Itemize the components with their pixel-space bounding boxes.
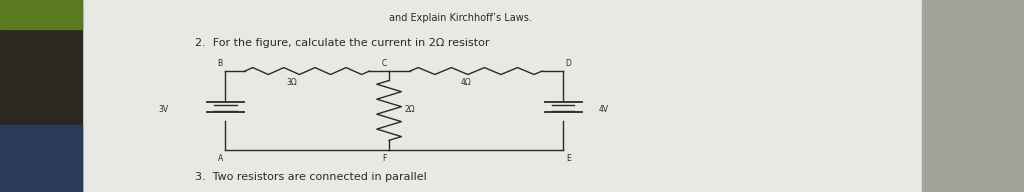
- Bar: [0, 0, 82, 29]
- Text: and Explain Kirchhoff’s Laws.: and Explain Kirchhoff’s Laws.: [389, 13, 532, 23]
- Text: D: D: [565, 59, 571, 68]
- Text: 3.  Two resistors are connected in parallel: 3. Two resistors are connected in parall…: [195, 172, 426, 182]
- Text: 4Ω: 4Ω: [461, 78, 471, 87]
- Text: 2.  For the figure, calculate the current in 2Ω resistor: 2. For the figure, calculate the current…: [195, 38, 489, 48]
- Text: E: E: [566, 154, 570, 163]
- Bar: [0, 125, 82, 192]
- Text: F: F: [382, 154, 386, 163]
- Text: C: C: [381, 59, 387, 68]
- Text: 3Ω: 3Ω: [287, 78, 297, 87]
- Text: 3V: 3V: [159, 105, 169, 114]
- Text: 4V: 4V: [599, 105, 609, 114]
- Text: B: B: [217, 59, 223, 68]
- Text: A: A: [217, 154, 223, 163]
- Text: 2Ω: 2Ω: [404, 105, 415, 114]
- Bar: [0, 0, 82, 192]
- Bar: [922, 0, 1024, 192]
